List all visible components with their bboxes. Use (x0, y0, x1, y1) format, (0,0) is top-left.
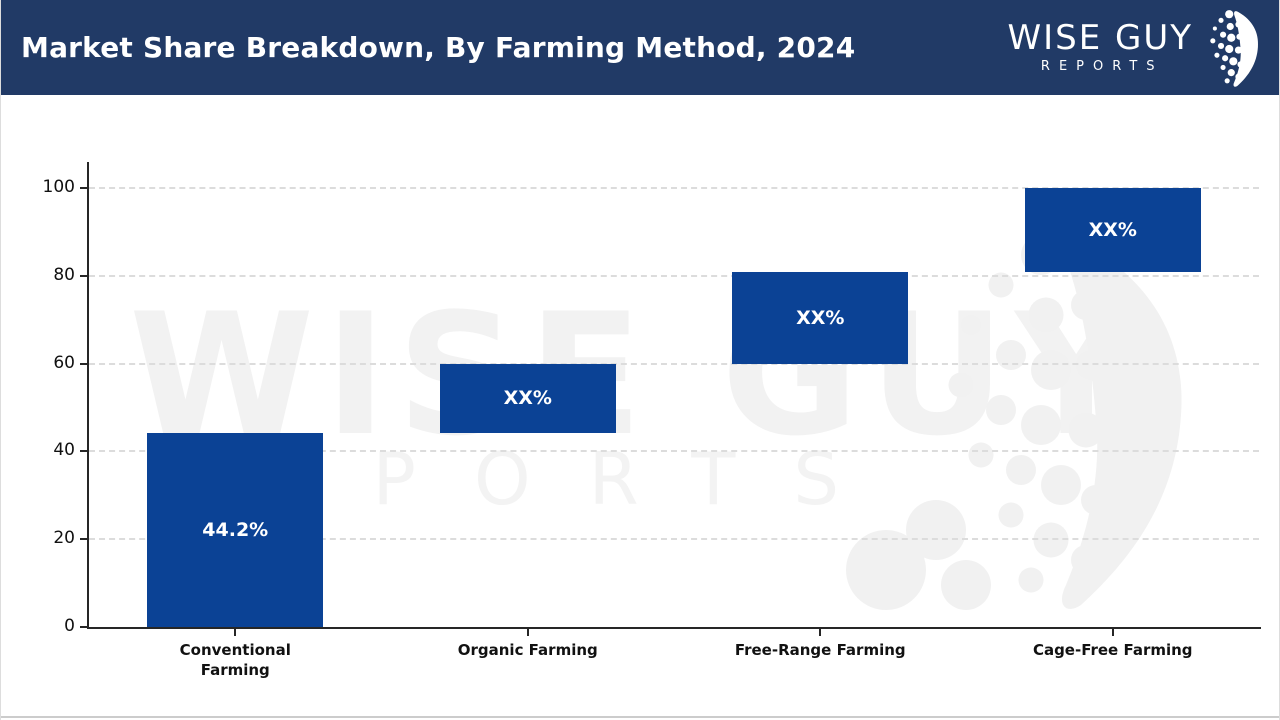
x-category-label: Free-Range Farming (670, 640, 970, 660)
y-tick-label: 20 (53, 528, 75, 549)
x-category-label: Conventional Farming (85, 640, 385, 681)
gridline (89, 362, 1259, 365)
logo-wordmark-line2: REPORTS (1040, 59, 1164, 74)
x-tick-mark (526, 629, 529, 636)
bar: XX% (1024, 187, 1201, 273)
gridline (89, 538, 1259, 541)
y-tick-label: 100 (42, 176, 75, 197)
logo-wordmark: WISE GUY REPORTS (1007, 21, 1193, 74)
y-tick-label: 40 (53, 440, 75, 461)
bar: 44.2% (147, 432, 324, 627)
x-category-label-line: Organic Farming (457, 641, 598, 659)
bar-value-label: 44.2% (202, 518, 269, 541)
x-tick-mark (234, 629, 237, 636)
logo-face-icon (1210, 9, 1259, 87)
y-tick-mark (80, 538, 87, 541)
x-category-label-line: Cage-Free Farming (1032, 641, 1193, 659)
y-axis-line (87, 162, 89, 629)
x-category-label: Organic Farming (378, 640, 678, 660)
x-axis-line (87, 627, 1261, 629)
y-tick-mark (80, 186, 87, 189)
gridline (89, 274, 1259, 277)
bar-value-label: XX% (796, 306, 845, 329)
y-tick-label: 0 (64, 616, 75, 636)
bar-value-label: XX% (1088, 219, 1137, 242)
x-tick-mark (819, 629, 822, 636)
y-tick-label: 80 (53, 264, 75, 285)
y-tick-label: 60 (53, 352, 75, 373)
wise-guy-logo: WISE GUY REPORTS (1007, 7, 1261, 89)
x-category-label-line: Conventional (179, 641, 291, 659)
y-tick-mark (80, 274, 87, 277)
x-tick-mark (1111, 629, 1114, 636)
x-category-label-line: Free-Range Farming (734, 641, 906, 659)
bar: XX% (732, 272, 909, 364)
x-category-label: Cage-Free Farming (963, 640, 1263, 660)
footer-divider (1, 716, 1279, 718)
y-tick-mark (80, 450, 87, 453)
logo-wordmark-line1: WISE GUY (1007, 18, 1193, 58)
y-tick-mark (80, 626, 87, 628)
gridline (89, 450, 1259, 453)
x-category-label-line: Farming (200, 661, 270, 680)
bar: XX% (439, 363, 616, 433)
gridline (89, 186, 1259, 189)
bar-value-label: XX% (503, 387, 552, 410)
header: Market Share Breakdown, By Farming Metho… (1, 0, 1279, 95)
y-tick-mark (80, 362, 87, 365)
page-title: Market Share Breakdown, By Farming Metho… (21, 31, 856, 64)
